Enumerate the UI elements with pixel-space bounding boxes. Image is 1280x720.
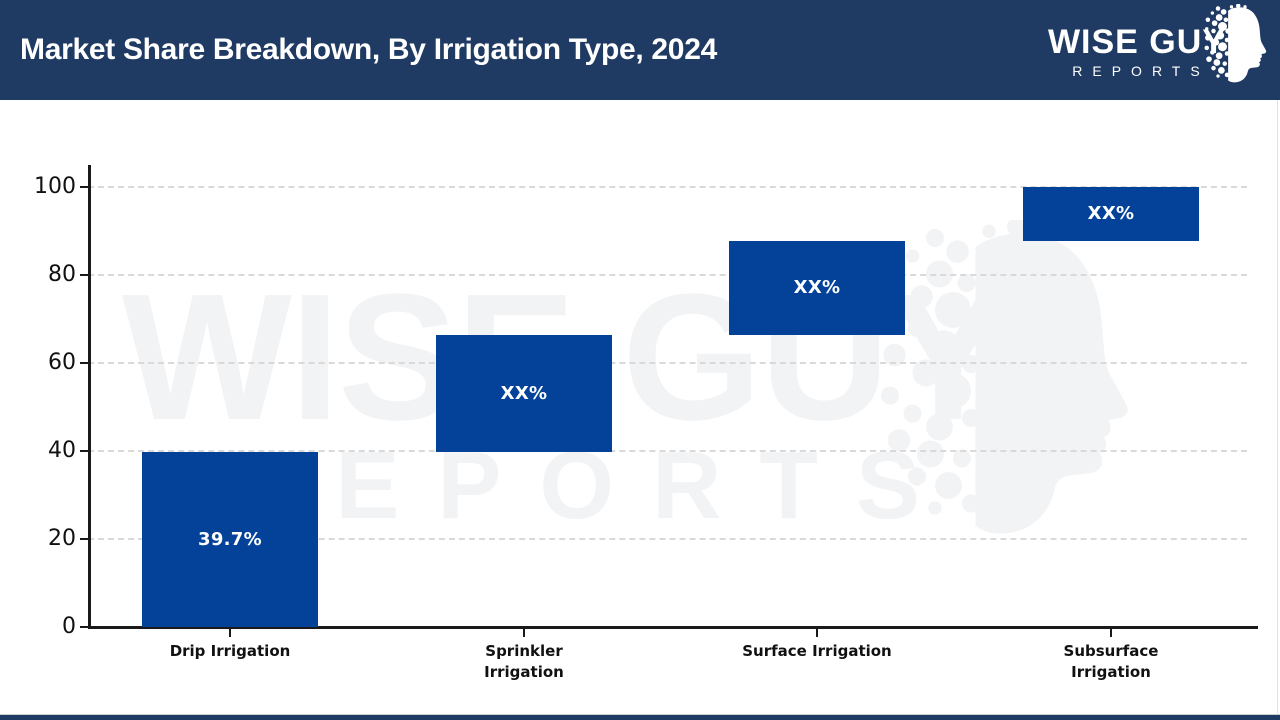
watermark-reports-text: REPORTS <box>228 432 959 539</box>
x-tick-mark-subsurface-irrigation <box>1110 628 1112 637</box>
x-axis-line <box>88 626 1258 629</box>
gridline-80 <box>88 274 1247 276</box>
gridline-100 <box>88 186 1247 188</box>
y-tick-label-80: 80 <box>48 262 76 287</box>
x-tick-mark-drip-irrigation <box>229 628 231 637</box>
bar-value-label: XX% <box>793 277 841 299</box>
gridline-20 <box>88 538 1247 540</box>
y-tick-label-20: 20 <box>48 526 76 551</box>
chart-title: Market Share Breakdown, By Irrigation Ty… <box>20 33 717 66</box>
gridline-40 <box>88 450 1247 452</box>
y-tick-mark-40 <box>80 450 89 452</box>
brand-logo: WISE GUY REPORTS <box>1048 4 1270 94</box>
x-category-label-sprinkler-irrigation: Sprinkler Irrigation <box>484 642 564 681</box>
y-tick-label-0: 0 <box>62 614 76 639</box>
y-tick-mark-80 <box>80 274 89 276</box>
bar-value-label: XX% <box>1087 203 1135 225</box>
brand-name: WISE GUY <box>1047 23 1226 62</box>
right-edge-line <box>1277 100 1278 715</box>
y-tick-mark-60 <box>80 362 89 364</box>
brand-face-icon <box>1204 4 1267 83</box>
x-category-label-drip-irrigation: Drip Irrigation <box>169 642 291 660</box>
y-axis-line <box>88 165 91 627</box>
brand-wordmark: WISE GUY REPORTS <box>1047 23 1226 79</box>
y-tick-mark-20 <box>80 538 89 540</box>
y-tick-mark-0 <box>80 626 89 628</box>
x-tick-mark-surface-irrigation <box>816 628 818 637</box>
y-tick-label-60: 60 <box>48 350 76 375</box>
bar-drip-irrigation: 39.7% <box>142 452 318 627</box>
bar-subsurface-irrigation: XX% <box>1023 187 1199 241</box>
x-category-label-surface-irrigation: Surface Irrigation <box>742 642 892 660</box>
brand-subtitle: REPORTS <box>1072 62 1210 79</box>
bar-surface-irrigation: XX% <box>729 240 905 336</box>
x-category-label-subsurface-irrigation: Subsurface Irrigation <box>1063 642 1159 681</box>
y-tick-label-40: 40 <box>48 438 76 463</box>
header-band: Market Share Breakdown, By Irrigation Ty… <box>0 0 1280 100</box>
x-tick-mark-sprinkler-irrigation <box>523 628 525 637</box>
y-tick-mark-100 <box>80 186 89 188</box>
gridline-60 <box>88 362 1247 364</box>
bar-value-label: 39.7% <box>198 529 262 551</box>
bar-sprinkler-irrigation: XX% <box>436 335 612 453</box>
y-tick-label-100: 100 <box>34 174 76 199</box>
bar-value-label: XX% <box>500 383 548 405</box>
footer-band <box>0 714 1280 720</box>
